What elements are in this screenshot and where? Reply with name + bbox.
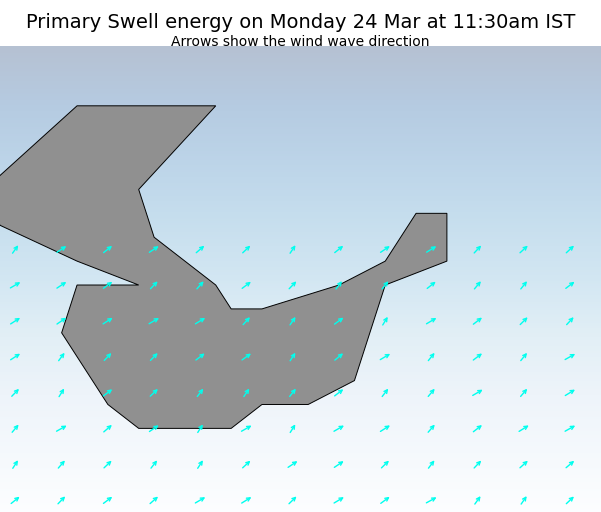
Polygon shape [0,106,447,429]
Text: Primary Swell energy on Monday 24 Mar at 11:30am IST: Primary Swell energy on Monday 24 Mar at… [26,13,575,32]
Text: Arrows show the wind wave direction: Arrows show the wind wave direction [171,35,430,49]
